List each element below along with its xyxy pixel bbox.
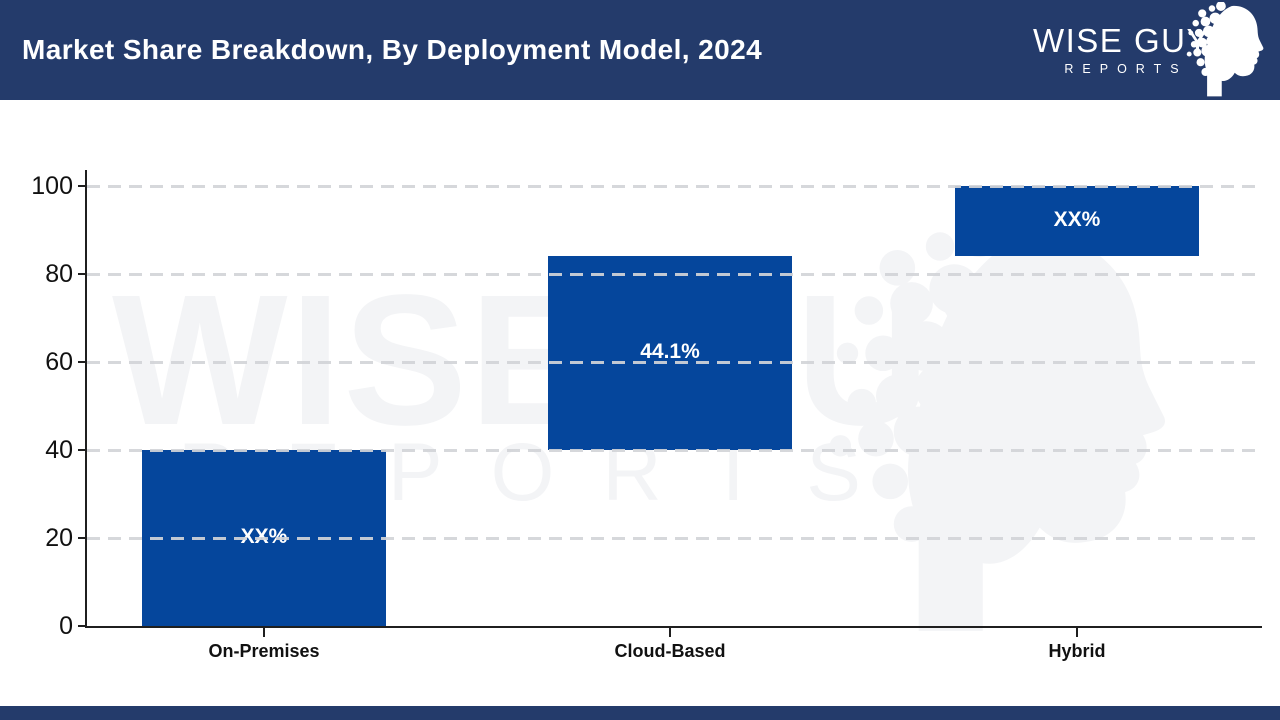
y-axis-spine xyxy=(85,170,88,628)
y-tick-mark-100 xyxy=(78,185,87,188)
header-band: Market Share Breakdown, By Deployment Mo… xyxy=(0,0,1280,100)
logo-name: WISE GUY xyxy=(1032,22,1210,60)
gridline-20 xyxy=(87,537,1262,540)
y-tick-label-0: 0 xyxy=(59,612,73,640)
bar-Cloud-Based xyxy=(548,255,792,450)
x-axis-spine xyxy=(85,626,1262,629)
y-tick-mark-60 xyxy=(78,361,87,364)
head-profile-icon xyxy=(1186,2,1264,97)
bar-label-Cloud-Based: 44.1% xyxy=(640,339,700,363)
y-tick-label-100: 100 xyxy=(31,172,73,200)
x-axis-label-Hybrid: Hybrid xyxy=(1048,641,1106,661)
y-tick-label-40: 40 xyxy=(45,436,73,464)
x-tick-mark-Hybrid xyxy=(1076,628,1079,637)
x-axis-label-Cloud-Based: Cloud-Based xyxy=(614,641,726,661)
logo-subtitle: REPORTS xyxy=(1064,62,1188,77)
gridline-60 xyxy=(87,361,1262,364)
footer-band xyxy=(0,706,1280,720)
y-tick-label-80: 80 xyxy=(45,260,73,288)
logo-text: WISE GUY REPORTS xyxy=(1033,24,1210,76)
y-tick-mark-20 xyxy=(78,537,87,540)
y-tick-mark-40 xyxy=(78,449,87,452)
x-tick-mark-Cloud-Based xyxy=(669,628,672,637)
y-tick-mark-80 xyxy=(78,273,87,276)
y-tick-mark-0 xyxy=(78,625,87,628)
y-tick-label-60: 60 xyxy=(45,348,73,376)
bar-label-Hybrid: XX% xyxy=(1053,207,1101,231)
gridline-80 xyxy=(87,273,1262,276)
page-title: Market Share Breakdown, By Deployment Mo… xyxy=(22,34,763,65)
gridline-40 xyxy=(87,449,1262,452)
wise-guy-reports-logo: WISE GUY REPORTS xyxy=(1033,2,1280,98)
x-axis-label-On-Premises: On-Premises xyxy=(208,641,320,661)
bar-label-On-Premises: XX% xyxy=(142,525,386,549)
x-tick-mark-On-Premises xyxy=(263,628,266,637)
y-tick-label-20: 20 xyxy=(45,524,73,552)
gridline-100 xyxy=(87,185,1262,188)
